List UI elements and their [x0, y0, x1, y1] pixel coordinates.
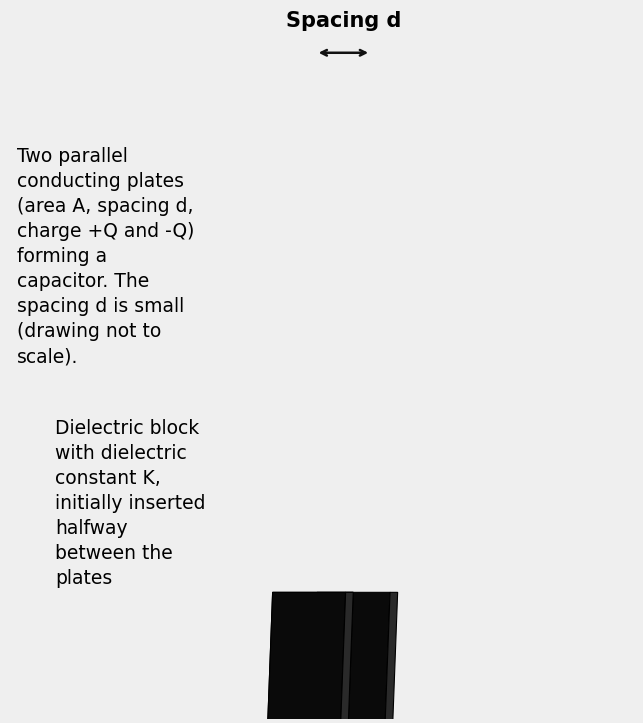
Polygon shape — [299, 592, 390, 723]
Polygon shape — [372, 592, 397, 723]
Polygon shape — [255, 592, 346, 723]
Polygon shape — [328, 592, 353, 723]
Polygon shape — [255, 592, 346, 723]
Text: Spacing d: Spacing d — [285, 11, 401, 30]
Text: Two parallel
conducting plates
(area A, spacing d,
charge +Q and -Q)
forming a
c: Two parallel conducting plates (area A, … — [17, 147, 194, 366]
Text: Dielectric block
with dielectric
constant K,
initially inserted
halfway
between : Dielectric block with dielectric constan… — [55, 419, 206, 588]
Polygon shape — [328, 592, 353, 723]
